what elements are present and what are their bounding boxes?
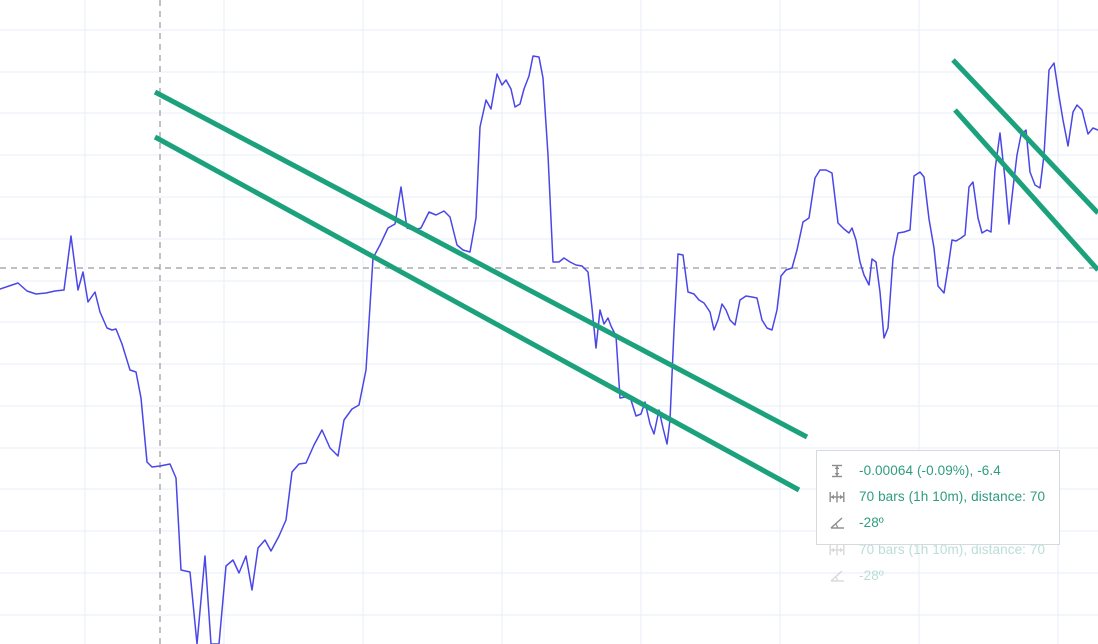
tooltip-row-price-change: -0.00064 (-0.09%), -6.4 xyxy=(827,458,1045,484)
angle-measure-icon xyxy=(827,567,847,585)
trendline-1-lower[interactable] xyxy=(153,134,801,493)
trendline-2-lower[interactable] xyxy=(953,108,1098,272)
tooltip-row: 70 bars (1h 10m), distance: 70 xyxy=(827,537,1045,563)
tooltip-row: -28º xyxy=(827,563,1045,589)
bars-measure-icon xyxy=(827,488,847,506)
tooltip-row-text: -0.00064 (-0.09%), -6.4 xyxy=(859,463,1001,479)
tooltip-row-text: 70 bars (1h 10m), distance: 70 xyxy=(859,542,1046,558)
trendline-1-upper[interactable] xyxy=(153,89,809,440)
trendlines[interactable] xyxy=(153,58,1098,493)
trendline-2-upper[interactable] xyxy=(951,58,1098,215)
tooltip-row-bars-distance: 70 bars (1h 10m), distance: 70 xyxy=(827,484,1045,510)
tooltip-row-angle: -28º xyxy=(827,510,1045,536)
angle-measure-icon xyxy=(827,514,847,532)
vertical-measure-icon xyxy=(827,462,847,480)
tooltip-row-text: 70 bars (1h 10m), distance: 70 xyxy=(859,489,1046,505)
measurement-tooltip[interactable]: -0.00064 (-0.09%), -6.4 70 bars (1h 10m)… xyxy=(816,450,1061,545)
bars-measure-icon xyxy=(827,541,847,559)
tooltip-row-text: -28º xyxy=(859,568,884,584)
tooltip-row-text: -28º xyxy=(859,515,884,531)
